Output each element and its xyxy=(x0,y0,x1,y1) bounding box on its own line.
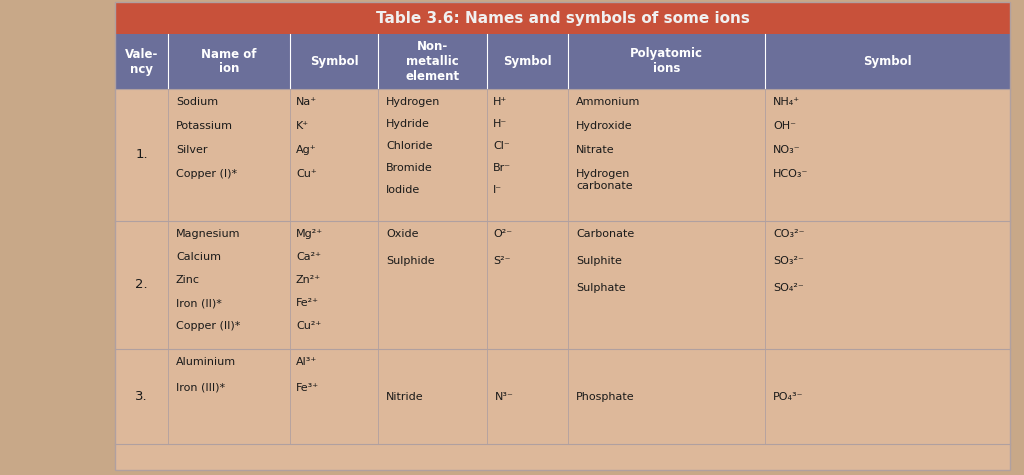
Text: Fe²⁺: Fe²⁺ xyxy=(296,298,319,308)
Text: SO₄²⁻: SO₄²⁻ xyxy=(773,283,804,293)
Text: Al³⁺: Al³⁺ xyxy=(296,357,317,367)
Text: Phosphate: Phosphate xyxy=(575,391,635,401)
Text: Hydrogen
carbonate: Hydrogen carbonate xyxy=(575,169,633,190)
Bar xyxy=(115,2,1010,470)
Text: Name of
ion: Name of ion xyxy=(202,48,257,76)
Text: Aluminium: Aluminium xyxy=(176,357,237,367)
Text: Zinc: Zinc xyxy=(176,275,200,285)
Text: Symbol: Symbol xyxy=(309,55,358,68)
Text: Mg²⁺: Mg²⁺ xyxy=(296,229,324,239)
Text: Na⁺: Na⁺ xyxy=(296,97,317,107)
Text: H⁻: H⁻ xyxy=(493,119,507,129)
Text: NO₃⁻: NO₃⁻ xyxy=(773,145,801,155)
Text: Table 3.6: Names and symbols of some ions: Table 3.6: Names and symbols of some ion… xyxy=(376,10,750,26)
Text: Hydrogen: Hydrogen xyxy=(386,97,440,107)
Text: Carbonate: Carbonate xyxy=(575,229,634,239)
Text: Sulphide: Sulphide xyxy=(386,256,434,266)
Text: K⁺: K⁺ xyxy=(296,121,309,131)
Text: Cu⁺: Cu⁺ xyxy=(296,169,316,179)
Text: Cu²⁺: Cu²⁺ xyxy=(296,321,322,331)
Text: Ca²⁺: Ca²⁺ xyxy=(296,252,321,262)
Text: Br⁻: Br⁻ xyxy=(493,163,511,173)
Bar xyxy=(115,89,1010,221)
Text: CO₃²⁻: CO₃²⁻ xyxy=(773,229,805,239)
Text: Iron (II)*: Iron (II)* xyxy=(176,298,222,308)
Text: I⁻: I⁻ xyxy=(493,185,502,195)
Text: Oxide: Oxide xyxy=(386,229,419,239)
Text: Vale-
ncy: Vale- ncy xyxy=(125,48,158,76)
Text: Calcium: Calcium xyxy=(176,252,221,262)
Text: N³⁻: N³⁻ xyxy=(495,391,514,401)
Text: Bromide: Bromide xyxy=(386,163,433,173)
Text: NH₄⁺: NH₄⁺ xyxy=(773,97,800,107)
Text: 1.: 1. xyxy=(135,149,147,162)
Text: Iodide: Iodide xyxy=(386,185,420,195)
Text: Iron (III)*: Iron (III)* xyxy=(176,383,225,393)
Text: Nitrate: Nitrate xyxy=(575,145,614,155)
Text: Potassium: Potassium xyxy=(176,121,233,131)
Text: Cl⁻: Cl⁻ xyxy=(493,141,510,151)
Text: 3.: 3. xyxy=(135,390,147,403)
Bar xyxy=(115,34,1010,89)
Text: Ag⁺: Ag⁺ xyxy=(296,145,316,155)
Text: Magnesium: Magnesium xyxy=(176,229,241,239)
Text: SO₃²⁻: SO₃²⁻ xyxy=(773,256,804,266)
Text: Fe³⁺: Fe³⁺ xyxy=(296,383,319,393)
Bar xyxy=(115,221,1010,349)
Text: Symbol: Symbol xyxy=(863,55,911,68)
Text: 2.: 2. xyxy=(135,278,147,292)
Text: S²⁻: S²⁻ xyxy=(493,256,511,266)
Text: Copper (I)*: Copper (I)* xyxy=(176,169,238,179)
Text: Hydroxide: Hydroxide xyxy=(575,121,633,131)
Text: Sulphate: Sulphate xyxy=(575,283,626,293)
Text: Non-
metallic
element: Non- metallic element xyxy=(406,40,460,83)
Text: Copper (II)*: Copper (II)* xyxy=(176,321,241,331)
Text: Zn²⁺: Zn²⁺ xyxy=(296,275,322,285)
Text: Ammonium: Ammonium xyxy=(575,97,640,107)
Text: Chloride: Chloride xyxy=(386,141,432,151)
Bar xyxy=(115,2,1010,470)
Text: Nitride: Nitride xyxy=(386,391,424,401)
Text: PO₄³⁻: PO₄³⁻ xyxy=(773,391,804,401)
Text: O²⁻: O²⁻ xyxy=(493,229,512,239)
Text: H⁺: H⁺ xyxy=(493,97,507,107)
Text: OH⁻: OH⁻ xyxy=(773,121,796,131)
Text: Polyatomic
ions: Polyatomic ions xyxy=(630,48,703,76)
Bar xyxy=(115,2,1010,34)
Text: Sulphite: Sulphite xyxy=(575,256,622,266)
Text: Silver: Silver xyxy=(176,145,208,155)
Text: Symbol: Symbol xyxy=(503,55,552,68)
Text: HCO₃⁻: HCO₃⁻ xyxy=(773,169,808,179)
Text: Hydride: Hydride xyxy=(386,119,430,129)
Text: Sodium: Sodium xyxy=(176,97,218,107)
Bar xyxy=(115,349,1010,444)
